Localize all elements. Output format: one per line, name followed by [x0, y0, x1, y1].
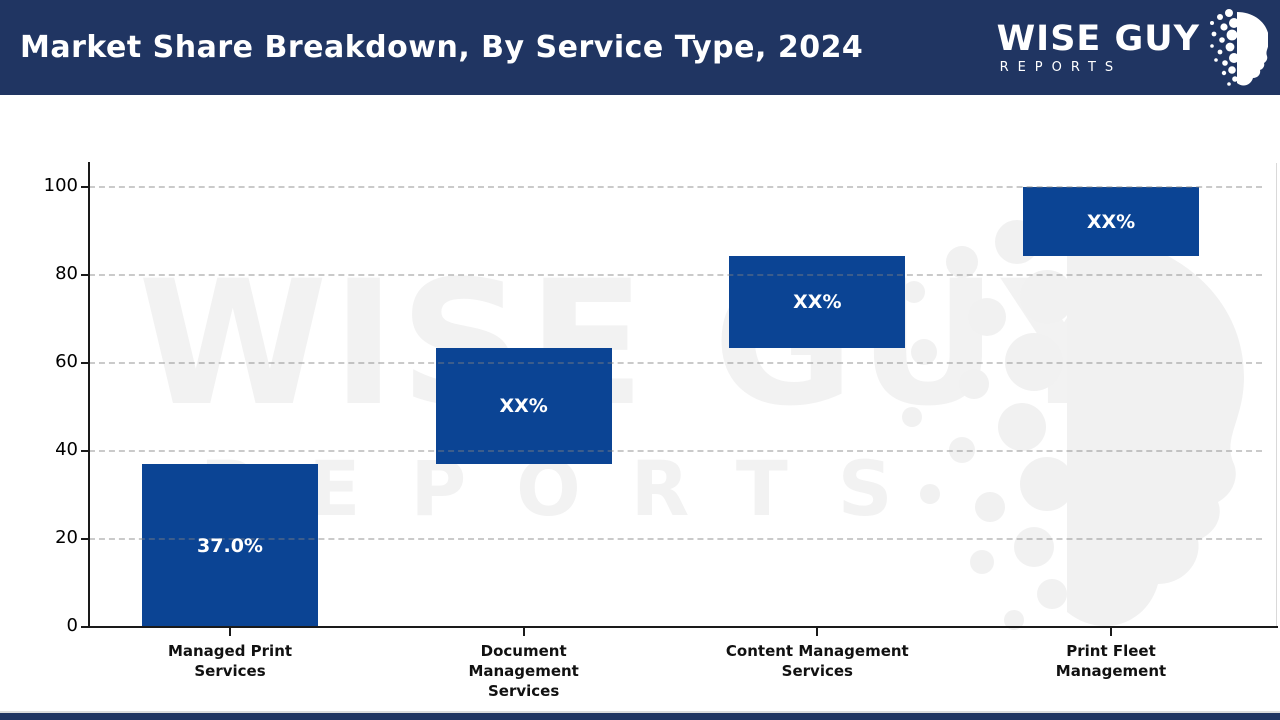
- bar-value-label: XX%: [499, 394, 548, 417]
- y-tick-label: 100: [43, 175, 78, 196]
- header-bar: Market Share Breakdown, By Service Type,…: [0, 0, 1280, 95]
- y-tick-mark: [81, 450, 88, 452]
- logo-subname-text: REPORTS: [999, 59, 1123, 75]
- y-tick-label: 0: [66, 615, 78, 636]
- x-category-label: Print Fleet Management: [1055, 642, 1167, 680]
- x-tick-mark: [816, 628, 819, 636]
- bar-value-label: XX%: [793, 290, 842, 313]
- x-tick-mark: [229, 628, 231, 636]
- y-tick-mark: [81, 362, 88, 364]
- bottom-hairline: [0, 711, 1280, 713]
- x-tick-mark: [522, 628, 525, 636]
- y-tick-label: 20: [55, 527, 78, 548]
- bar-segment: [729, 256, 906, 348]
- y-tick-mark: [81, 626, 88, 628]
- y-gridline: [89, 274, 1262, 276]
- y-gridline: [89, 450, 1262, 452]
- y-gridline: [89, 538, 1262, 540]
- x-axis-line: [88, 626, 1278, 628]
- y-gridline: [89, 362, 1262, 364]
- logo-name-text: WISE GUY: [996, 19, 1200, 60]
- x-category-label: Content Management Services: [725, 642, 909, 680]
- x-category-label: Managed Print Services: [167, 642, 293, 680]
- x-category-label: Document Management Services: [468, 642, 579, 700]
- y-gridline: [89, 186, 1262, 188]
- bar-value-label: 37.0%: [197, 534, 263, 557]
- y-tick-mark: [81, 186, 88, 188]
- footer-bar: [0, 713, 1280, 720]
- page-title: Market Share Breakdown, By Service Type,…: [20, 30, 864, 65]
- x-tick-mark: [1110, 628, 1112, 636]
- right-spine-line: [1276, 163, 1277, 627]
- logo-wordmark: WISE GUY REPORTS: [997, 21, 1200, 75]
- y-tick-mark: [81, 274, 88, 276]
- bar-segment: [435, 347, 612, 465]
- bar-segment: [142, 464, 318, 627]
- y-tick-mark: [81, 538, 88, 540]
- wiseguy-head-icon: [1210, 9, 1268, 86]
- bar-value-label: XX%: [1086, 210, 1136, 233]
- y-tick-label: 60: [55, 351, 78, 372]
- wiseguy-logo: WISE GUY REPORTS: [997, 6, 1268, 90]
- y-axis-line: [88, 162, 90, 628]
- y-tick-label: 40: [55, 439, 78, 460]
- y-tick-label: 80: [55, 263, 78, 284]
